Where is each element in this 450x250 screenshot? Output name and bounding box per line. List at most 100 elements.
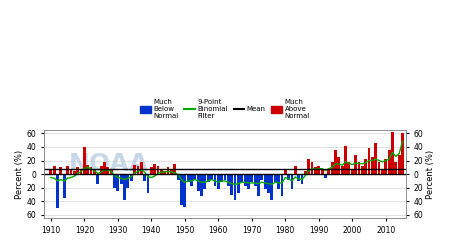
Bar: [227, 174, 230, 186]
Bar: [153, 164, 156, 174]
Legend: Much
Below
Normal, 9-Point
Binomial
Filter, Mean, Much
Above
Normal: Much Below Normal, 9-Point Binomial Filt…: [138, 96, 312, 122]
Bar: [294, 166, 297, 174]
Bar: [113, 174, 116, 188]
Y-axis label: Percent (%): Percent (%): [426, 150, 435, 199]
Bar: [307, 159, 310, 174]
Bar: [364, 159, 367, 174]
Bar: [163, 171, 166, 174]
Bar: [381, 169, 384, 174]
Bar: [334, 150, 337, 174]
Bar: [187, 174, 189, 182]
Bar: [394, 162, 397, 174]
Bar: [120, 174, 122, 184]
Bar: [324, 174, 327, 178]
Bar: [76, 167, 79, 174]
Bar: [166, 167, 170, 174]
Bar: [130, 174, 133, 181]
Bar: [261, 174, 263, 180]
Bar: [133, 164, 136, 174]
Bar: [150, 167, 153, 174]
Bar: [240, 174, 243, 182]
Bar: [53, 166, 56, 174]
Bar: [314, 167, 317, 174]
Bar: [284, 169, 287, 174]
Bar: [63, 174, 66, 198]
Bar: [358, 162, 360, 174]
Bar: [354, 155, 357, 174]
Bar: [50, 169, 52, 174]
Bar: [310, 162, 314, 174]
Bar: [257, 174, 260, 196]
Bar: [194, 174, 196, 180]
Bar: [254, 174, 256, 186]
Bar: [384, 159, 387, 174]
Bar: [70, 169, 72, 174]
Bar: [398, 155, 400, 174]
Bar: [180, 174, 183, 205]
Bar: [347, 162, 351, 174]
Bar: [331, 162, 333, 174]
Bar: [66, 166, 69, 174]
Bar: [230, 174, 233, 195]
Bar: [190, 174, 193, 186]
Bar: [274, 174, 277, 182]
Bar: [264, 174, 266, 189]
Bar: [328, 169, 330, 174]
Bar: [401, 133, 404, 174]
Bar: [378, 162, 380, 174]
Bar: [200, 174, 203, 196]
Bar: [250, 174, 253, 182]
Bar: [93, 169, 96, 174]
Bar: [143, 174, 146, 181]
Bar: [338, 157, 340, 174]
Bar: [117, 174, 119, 191]
Bar: [207, 174, 210, 182]
Bar: [106, 167, 109, 174]
Bar: [280, 174, 284, 196]
Bar: [247, 174, 250, 189]
Bar: [368, 148, 370, 174]
Bar: [83, 147, 86, 174]
Bar: [110, 169, 112, 174]
Bar: [173, 164, 176, 174]
Bar: [197, 174, 200, 191]
Bar: [224, 174, 226, 180]
Bar: [297, 174, 300, 181]
Bar: [301, 174, 303, 184]
Bar: [361, 166, 364, 174]
Bar: [277, 174, 280, 189]
Bar: [86, 164, 89, 174]
Bar: [99, 166, 103, 174]
Bar: [136, 166, 140, 174]
Bar: [160, 169, 163, 174]
Bar: [267, 174, 270, 193]
Bar: [374, 144, 377, 174]
Bar: [96, 174, 99, 184]
Bar: [270, 174, 273, 200]
Bar: [321, 169, 324, 174]
Y-axis label: Percent (%): Percent (%): [15, 150, 24, 199]
Bar: [157, 166, 159, 174]
Bar: [147, 174, 149, 193]
Bar: [220, 174, 223, 182]
Bar: [304, 171, 307, 174]
Bar: [341, 166, 344, 174]
Bar: [217, 174, 220, 189]
Bar: [317, 166, 320, 174]
Bar: [287, 174, 290, 180]
Bar: [170, 169, 173, 174]
Bar: [234, 174, 236, 200]
Bar: [291, 174, 293, 189]
Text: NOAA: NOAA: [69, 152, 149, 176]
Bar: [184, 174, 186, 207]
Bar: [214, 174, 216, 186]
Bar: [351, 169, 354, 174]
Bar: [126, 174, 129, 188]
Bar: [90, 167, 92, 174]
Bar: [80, 169, 82, 174]
Bar: [387, 150, 391, 174]
Bar: [177, 174, 180, 180]
Bar: [210, 174, 213, 180]
Bar: [140, 162, 143, 174]
Bar: [123, 174, 126, 200]
